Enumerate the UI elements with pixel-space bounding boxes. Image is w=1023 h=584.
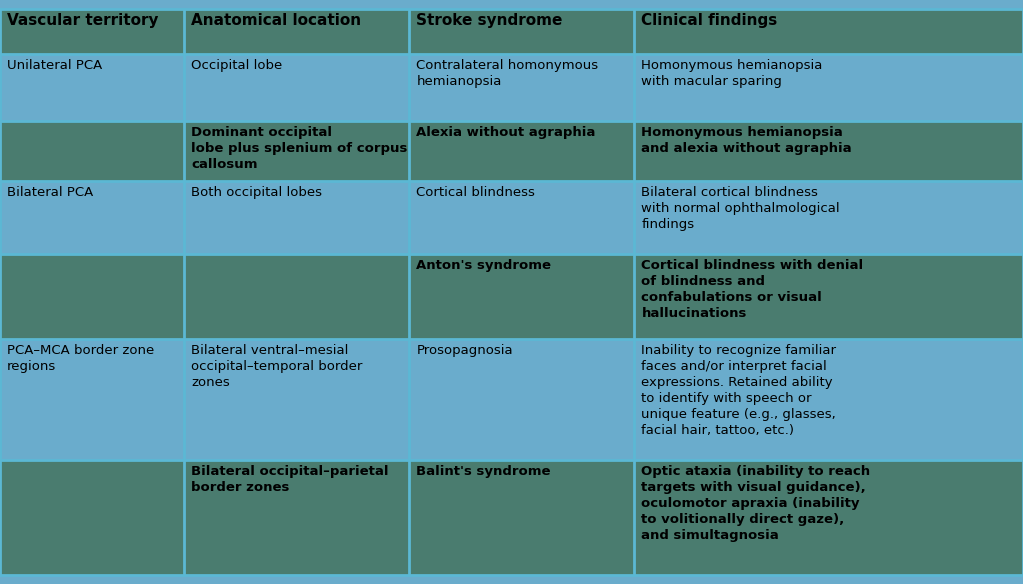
FancyBboxPatch shape xyxy=(409,182,634,254)
FancyBboxPatch shape xyxy=(634,54,1023,121)
FancyBboxPatch shape xyxy=(0,254,184,339)
Text: Anton's syndrome: Anton's syndrome xyxy=(416,259,551,272)
Text: Alexia without agraphia: Alexia without agraphia xyxy=(416,126,595,138)
Text: Unilateral PCA: Unilateral PCA xyxy=(7,59,102,72)
Text: Dominant occipital
lobe plus splenium of corpus
callosum: Dominant occipital lobe plus splenium of… xyxy=(191,126,408,171)
FancyBboxPatch shape xyxy=(184,460,409,575)
Text: Prosopagnosia: Prosopagnosia xyxy=(416,343,513,357)
FancyBboxPatch shape xyxy=(184,121,409,182)
Text: Contralateral homonymous
hemianopsia: Contralateral homonymous hemianopsia xyxy=(416,59,598,88)
FancyBboxPatch shape xyxy=(0,182,184,254)
FancyBboxPatch shape xyxy=(184,9,409,54)
FancyBboxPatch shape xyxy=(634,9,1023,54)
Text: Bilateral cortical blindness
with normal ophthalmological
findings: Bilateral cortical blindness with normal… xyxy=(641,186,840,231)
FancyBboxPatch shape xyxy=(634,182,1023,254)
Text: Cortical blindness: Cortical blindness xyxy=(416,186,535,199)
Text: Cortical blindness with denial
of blindness and
confabulations or visual
halluci: Cortical blindness with denial of blindn… xyxy=(641,259,863,320)
FancyBboxPatch shape xyxy=(184,54,409,121)
FancyBboxPatch shape xyxy=(409,339,634,460)
FancyBboxPatch shape xyxy=(634,339,1023,460)
FancyBboxPatch shape xyxy=(0,121,184,182)
Text: Homonymous hemianopsia
and alexia without agraphia: Homonymous hemianopsia and alexia withou… xyxy=(641,126,852,155)
FancyBboxPatch shape xyxy=(0,9,184,54)
Text: Optic ataxia (inability to reach
targets with visual guidance),
oculomotor aprax: Optic ataxia (inability to reach targets… xyxy=(641,465,871,542)
Text: Clinical findings: Clinical findings xyxy=(641,13,777,29)
FancyBboxPatch shape xyxy=(184,254,409,339)
Text: Occipital lobe: Occipital lobe xyxy=(191,59,282,72)
Text: PCA–MCA border zone
regions: PCA–MCA border zone regions xyxy=(7,343,154,373)
Text: Both occipital lobes: Both occipital lobes xyxy=(191,186,322,199)
Text: Homonymous hemianopsia
with macular sparing: Homonymous hemianopsia with macular spar… xyxy=(641,59,822,88)
FancyBboxPatch shape xyxy=(409,54,634,121)
Text: Vascular territory: Vascular territory xyxy=(7,13,159,29)
Text: Stroke syndrome: Stroke syndrome xyxy=(416,13,563,29)
FancyBboxPatch shape xyxy=(409,121,634,182)
FancyBboxPatch shape xyxy=(0,339,184,460)
FancyBboxPatch shape xyxy=(634,121,1023,182)
FancyBboxPatch shape xyxy=(184,339,409,460)
FancyBboxPatch shape xyxy=(409,9,634,54)
Text: Bilateral occipital–parietal
border zones: Bilateral occipital–parietal border zone… xyxy=(191,465,389,494)
FancyBboxPatch shape xyxy=(0,54,184,121)
Text: Bilateral ventral–mesial
occipital–temporal border
zones: Bilateral ventral–mesial occipital–tempo… xyxy=(191,343,363,388)
FancyBboxPatch shape xyxy=(409,254,634,339)
Text: Balint's syndrome: Balint's syndrome xyxy=(416,465,550,478)
FancyBboxPatch shape xyxy=(0,460,184,575)
Text: Anatomical location: Anatomical location xyxy=(191,13,361,29)
Text: Inability to recognize familiar
faces and/or interpret facial
expressions. Retai: Inability to recognize familiar faces an… xyxy=(641,343,837,437)
FancyBboxPatch shape xyxy=(184,182,409,254)
FancyBboxPatch shape xyxy=(409,460,634,575)
FancyBboxPatch shape xyxy=(634,254,1023,339)
FancyBboxPatch shape xyxy=(634,460,1023,575)
Text: Bilateral PCA: Bilateral PCA xyxy=(7,186,93,199)
